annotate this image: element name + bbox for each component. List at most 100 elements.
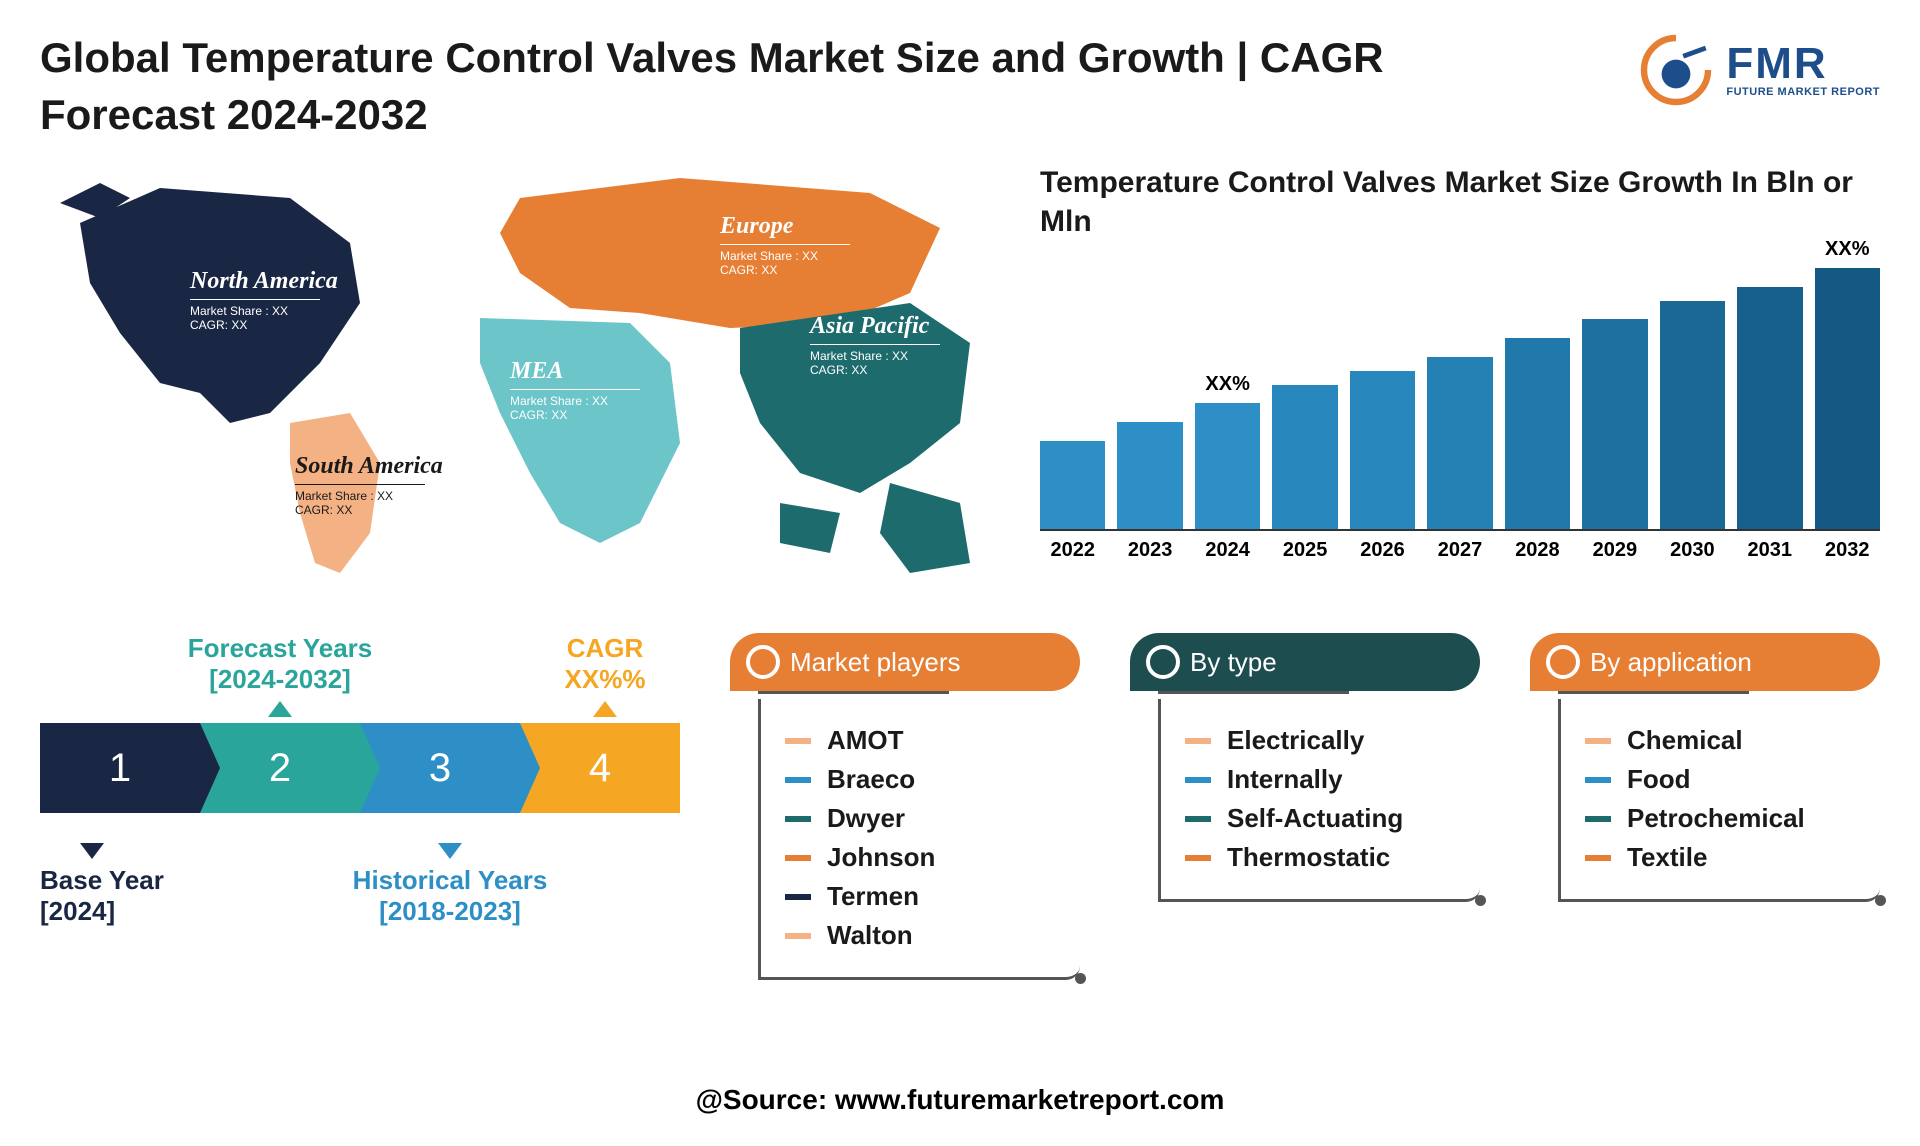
chart-bars: XX% XX%: [1040, 251, 1880, 531]
info-item-label: Termen: [827, 881, 919, 912]
region-label: North America Market Share : XX CAGR: XX: [190, 268, 338, 332]
info-item-label: Internally: [1227, 764, 1343, 795]
timeline-label-historical: Historical Years [2018-2023]: [330, 843, 570, 927]
info-column: By type Electrically Internally Self-Act…: [1130, 633, 1480, 980]
dash-icon: [1185, 855, 1211, 861]
info-item-label: Walton: [827, 920, 913, 951]
logo: FMR FUTURE MARKET REPORT: [1636, 30, 1880, 110]
chart-title: Temperature Control Valves Market Size G…: [1040, 163, 1880, 241]
dash-icon: [1185, 777, 1211, 783]
bar-column: [1505, 251, 1570, 529]
bar-column: [1660, 251, 1725, 529]
timeline-segment: 1: [40, 723, 200, 813]
dash-icon: [785, 933, 811, 939]
info-item-label: Dwyer: [827, 803, 905, 834]
info-item-label: Johnson: [827, 842, 935, 873]
bar-column: [1117, 251, 1182, 529]
dash-icon: [785, 816, 811, 822]
info-column: Market players AMOT Braeco Dwyer Johnson…: [730, 633, 1080, 980]
region-label: Europe Market Share : XX CAGR: XX: [720, 213, 850, 277]
info-item: Self-Actuating: [1185, 803, 1480, 834]
dash-icon: [785, 738, 811, 744]
bar-column: [1427, 251, 1492, 529]
cagr-sub: XX%%: [530, 664, 680, 695]
column-bracket: Chemical Food Petrochemical Textile: [1558, 699, 1880, 902]
info-item-label: Petrochemical: [1627, 803, 1805, 834]
dash-icon: [1585, 855, 1611, 861]
xaxis-tick: 2026: [1350, 539, 1415, 562]
info-column: By application Chemical Food Petrochemic…: [1530, 633, 1880, 980]
region-share: Market Share : XX: [810, 349, 940, 363]
xaxis-tick: 2031: [1737, 539, 1802, 562]
dash-icon: [785, 855, 811, 861]
region-cagr: CAGR: XX: [295, 503, 443, 517]
dash-icon: [1185, 816, 1211, 822]
info-item-label: Electrically: [1227, 725, 1364, 756]
xaxis-tick: 2028: [1505, 539, 1570, 562]
info-item: Dwyer: [785, 803, 1080, 834]
region-label: Asia Pacific Market Share : XX CAGR: XX: [810, 313, 940, 377]
dash-icon: [1585, 816, 1611, 822]
region-cagr: CAGR: XX: [810, 363, 940, 377]
timeline-label-forecast: Forecast Years [2024-2032]: [170, 633, 390, 717]
bar: [1505, 338, 1570, 529]
info-item: Petrochemical: [1585, 803, 1880, 834]
region-share: Market Share : XX: [720, 249, 850, 263]
bar: [1272, 385, 1337, 530]
bar-column: [1350, 251, 1415, 529]
bar: [1815, 268, 1880, 529]
region-share: Market Share : XX: [295, 489, 443, 503]
info-item: Chemical: [1585, 725, 1880, 756]
bar: [1040, 441, 1105, 530]
region-cagr: CAGR: XX: [190, 318, 338, 332]
region-cagr: CAGR: XX: [510, 408, 640, 422]
bar: [1117, 422, 1182, 529]
timeline-segment: 4: [520, 723, 680, 813]
info-item: Braeco: [785, 764, 1080, 795]
fmr-logo-icon: [1636, 30, 1716, 110]
region-share: Market Share : XX: [190, 304, 338, 318]
timeline-label-cagr: CAGR XX%%: [530, 633, 680, 717]
xaxis-tick: 2023: [1117, 539, 1182, 562]
logo-text-sub: FUTURE MARKET REPORT: [1726, 86, 1880, 98]
dash-icon: [785, 894, 811, 900]
chart-xaxis: 2022202320242025202620272028202920302031…: [1040, 539, 1880, 562]
bar: [1737, 287, 1802, 530]
info-item: Textile: [1585, 842, 1880, 873]
bar: [1195, 403, 1260, 529]
xaxis-tick: 2032: [1815, 539, 1880, 562]
bar-chart: Temperature Control Valves Market Size G…: [1040, 163, 1880, 583]
bar-column: [1737, 251, 1802, 529]
info-item: Electrically: [1185, 725, 1480, 756]
header: Global Temperature Control Valves Market…: [40, 30, 1880, 143]
region-cagr: CAGR: XX: [720, 263, 850, 277]
bar-annotation: XX%: [1825, 238, 1869, 261]
info-item: Food: [1585, 764, 1880, 795]
world-map: North America Market Share : XX CAGR: XX…: [40, 163, 1000, 583]
bar-column: XX%: [1815, 251, 1880, 529]
info-item: Internally: [1185, 764, 1480, 795]
info-item-label: Self-Actuating: [1227, 803, 1403, 834]
bar: [1350, 371, 1415, 530]
column-bracket: AMOT Braeco Dwyer Johnson Termen Walton: [758, 699, 1080, 980]
region-name: MEA: [510, 358, 640, 385]
region-name: South America: [295, 453, 443, 480]
xaxis-tick: 2024: [1195, 539, 1260, 562]
dash-icon: [1185, 738, 1211, 744]
column-bracket: Electrically Internally Self-Actuating T…: [1158, 699, 1480, 902]
timeline: Forecast Years [2024-2032] CAGR XX%% 123…: [40, 633, 680, 980]
dash-icon: [1585, 738, 1611, 744]
timeline-label-base: Base Year [2024]: [40, 843, 200, 927]
timeline-bar: 1234: [40, 723, 680, 813]
xaxis-tick: 2030: [1660, 539, 1725, 562]
cagr-title: CAGR: [530, 633, 680, 664]
source-text: @Source: www.futuremarketreport.com: [696, 1084, 1225, 1116]
bar-column: XX%: [1195, 251, 1260, 529]
top-section: North America Market Share : XX CAGR: XX…: [40, 163, 1880, 583]
info-item: Termen: [785, 881, 1080, 912]
info-item: Johnson: [785, 842, 1080, 873]
column-header-pill: Market players: [730, 633, 1080, 691]
region-label: MEA Market Share : XX CAGR: XX: [510, 358, 640, 422]
region-label: South America Market Share : XX CAGR: XX: [295, 453, 443, 517]
region-name: Europe: [720, 213, 850, 240]
